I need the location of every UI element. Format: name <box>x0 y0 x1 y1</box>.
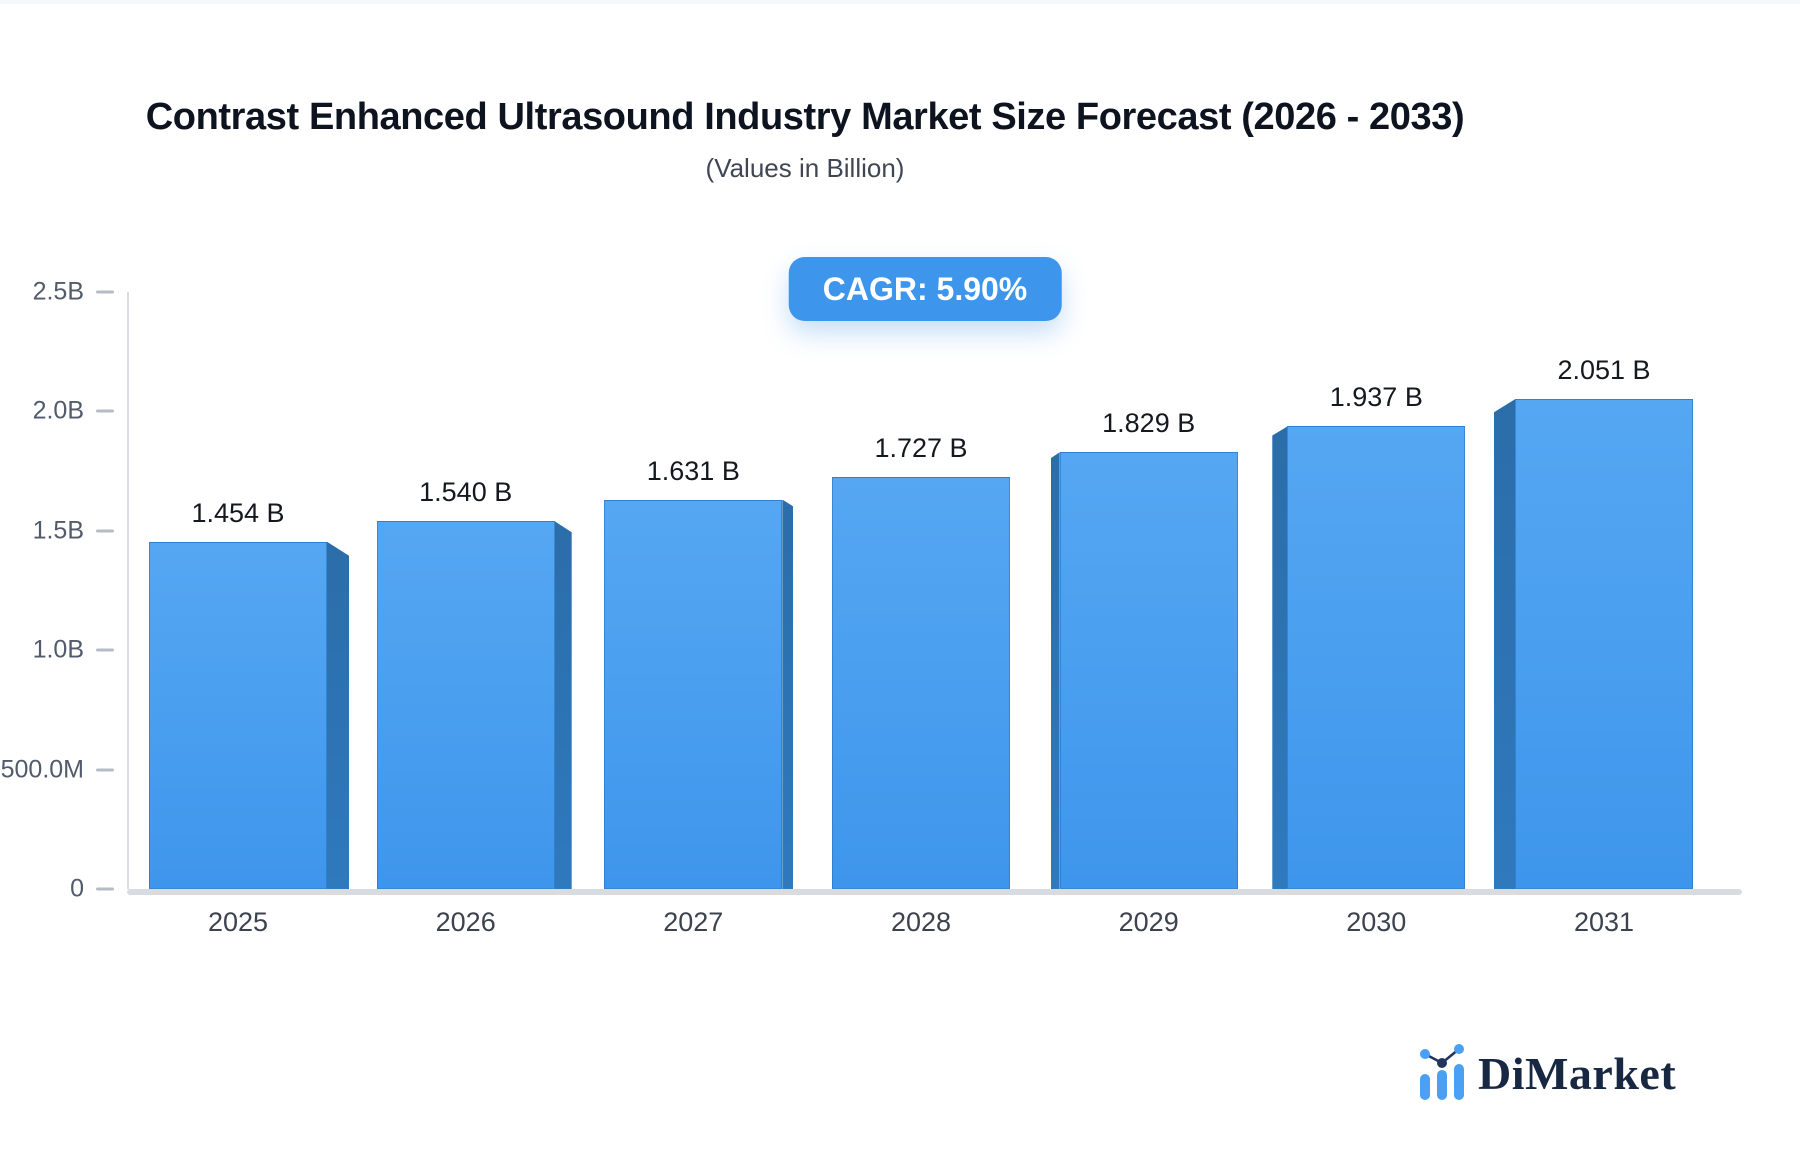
bar-chart-plot: 0 500.0M 1.0B 1.5B 2.0B 2.5B 1.454 B 2025 1.540 … <box>0 4 1800 1156</box>
chart-title: Contrast Enhanced Ultrasound Industry Ma… <box>145 96 1465 138</box>
dimarket-bars-icon <box>1420 1044 1464 1100</box>
x-axis-label-2027: 2027 <box>663 907 724 937</box>
y-axis-tick-label: 1.5B <box>32 516 84 545</box>
bar-2030[interactable] <box>1287 426 1466 889</box>
bar-value-label: 1.454 B <box>191 497 285 528</box>
bar-value-label: 2.051 B <box>1557 355 1651 386</box>
y-axis-tick-label: 0 <box>70 874 84 903</box>
dimarket-brand-text: DiMarket <box>1478 1047 1677 1099</box>
bar-2028[interactable] <box>832 476 1010 889</box>
y-axis-tick-mark <box>96 887 114 891</box>
bar-2026[interactable] <box>376 521 555 889</box>
y-axis-tick-label: 1.0B <box>32 635 84 664</box>
x-axis-label-2028: 2028 <box>890 907 952 937</box>
bar-value-label: 1.727 B <box>874 432 968 463</box>
bar-value-label: 1.937 B <box>1329 382 1423 413</box>
y-axis-tick-mark <box>96 768 114 772</box>
bar-side-face-2027 <box>782 499 794 889</box>
y-axis-tick-mark <box>96 529 114 533</box>
x-axis-baseline <box>127 889 1742 895</box>
dimarket-watermark: DiMarket <box>1418 1044 1676 1102</box>
y-axis-tick-label: 2.0B <box>32 396 84 425</box>
y-axis-tick-mark <box>96 409 114 413</box>
cagr-badge: CAGR: 5.90% <box>788 257 1062 321</box>
y-axis-tick-mark <box>96 648 114 652</box>
bar-value-label: 1.829 B <box>1102 408 1196 439</box>
y-axis-tick-label: 2.5B <box>32 277 84 306</box>
bar-value-label: 1.540 B <box>419 477 513 508</box>
bar-side-face-2029 <box>1050 452 1060 889</box>
y-axis-tick-mark <box>96 290 114 294</box>
y-axis-tick-label: 500.0M <box>0 755 84 784</box>
bar-side-face-2025 <box>327 541 349 889</box>
x-axis-label-2029: 2029 <box>1118 907 1179 937</box>
x-axis-label-2025: 2025 <box>207 907 269 937</box>
chart-header: Contrast Enhanced Ultrasound Industry Ma… <box>0 96 1610 184</box>
x-axis-label-2031: 2031 <box>1573 907 1635 937</box>
x-axis-label-2026: 2026 <box>435 907 496 937</box>
chart-subtitle: (Values in Billion) <box>705 153 905 183</box>
y-axis-line <box>127 292 129 889</box>
bar-2025[interactable] <box>149 541 327 889</box>
x-axis-label-2030: 2030 <box>1346 907 1407 937</box>
bar-2027[interactable] <box>604 499 783 889</box>
bar-value-label: 1.631 B <box>646 455 740 486</box>
bar-2029[interactable] <box>1059 452 1238 889</box>
bar-side-face-2026 <box>554 521 572 889</box>
bar-2031[interactable] <box>1515 399 1693 889</box>
bar-side-face-2030 <box>1272 426 1288 889</box>
bar-side-face-2031 <box>1494 399 1515 889</box>
